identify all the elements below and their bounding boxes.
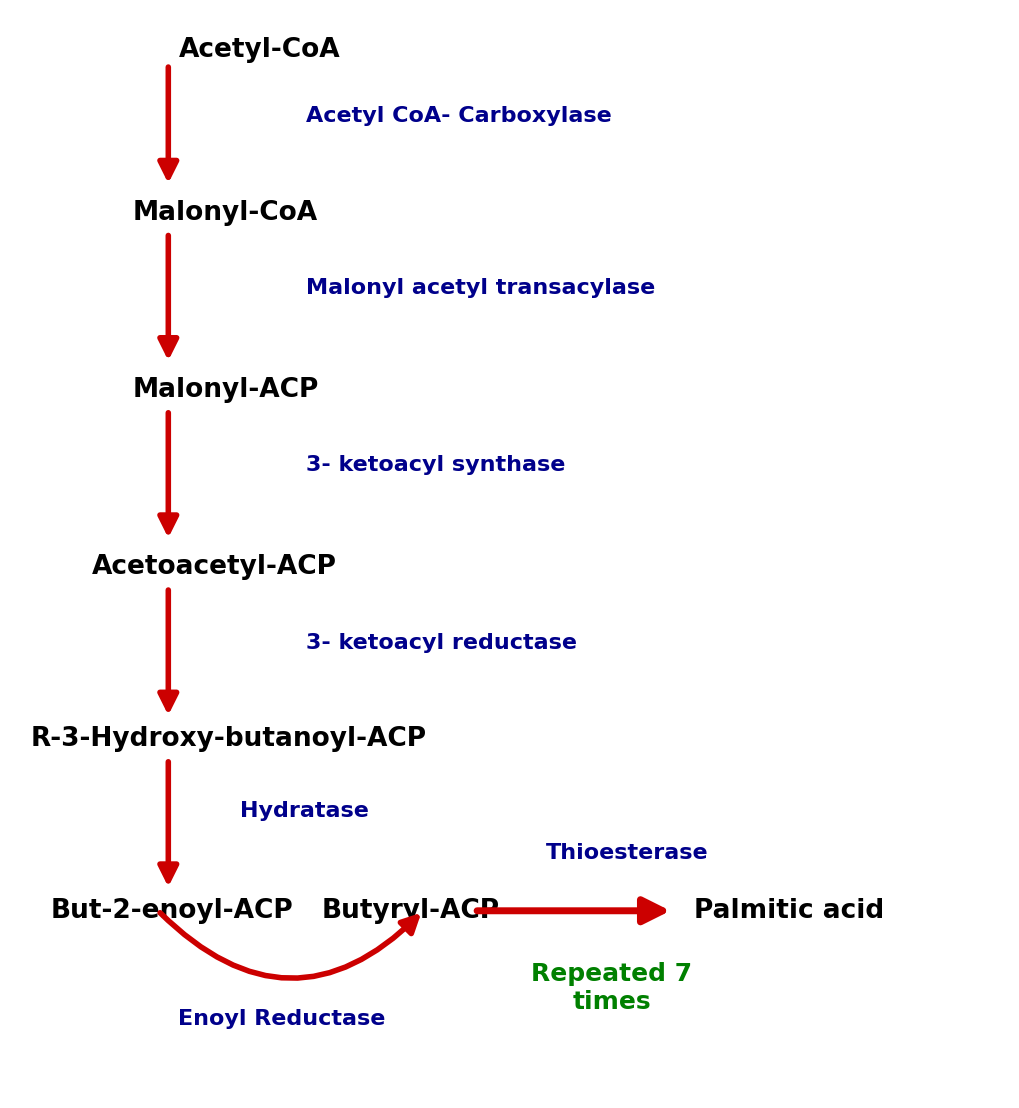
Text: Butyryl-ACP: Butyryl-ACP [321, 897, 499, 924]
Text: Acetoacetyl-ACP: Acetoacetyl-ACP [92, 554, 336, 581]
Text: 3- ketoacyl reductase: 3- ketoacyl reductase [306, 633, 577, 653]
Text: Thioesterase: Thioesterase [545, 843, 707, 863]
Text: But-2-enoyl-ACP: But-2-enoyl-ACP [51, 897, 293, 924]
Text: 3- ketoacyl synthase: 3- ketoacyl synthase [306, 455, 565, 475]
Text: Malonyl acetyl transacylase: Malonyl acetyl transacylase [306, 278, 654, 298]
Text: Repeated 7
times: Repeated 7 times [531, 963, 692, 1014]
Text: Hydratase: Hydratase [239, 801, 368, 821]
Text: Enoyl Reductase: Enoyl Reductase [178, 1009, 385, 1029]
Text: Malonyl-ACP: Malonyl-ACP [132, 377, 319, 403]
Text: Malonyl-CoA: Malonyl-CoA [132, 199, 317, 226]
Text: Palmitic acid: Palmitic acid [693, 897, 883, 924]
Text: Acetyl-CoA: Acetyl-CoA [178, 37, 339, 63]
Text: Acetyl CoA- Carboxylase: Acetyl CoA- Carboxylase [306, 106, 611, 126]
Text: R-3-Hydroxy-butanoyl-ACP: R-3-Hydroxy-butanoyl-ACP [31, 726, 426, 752]
